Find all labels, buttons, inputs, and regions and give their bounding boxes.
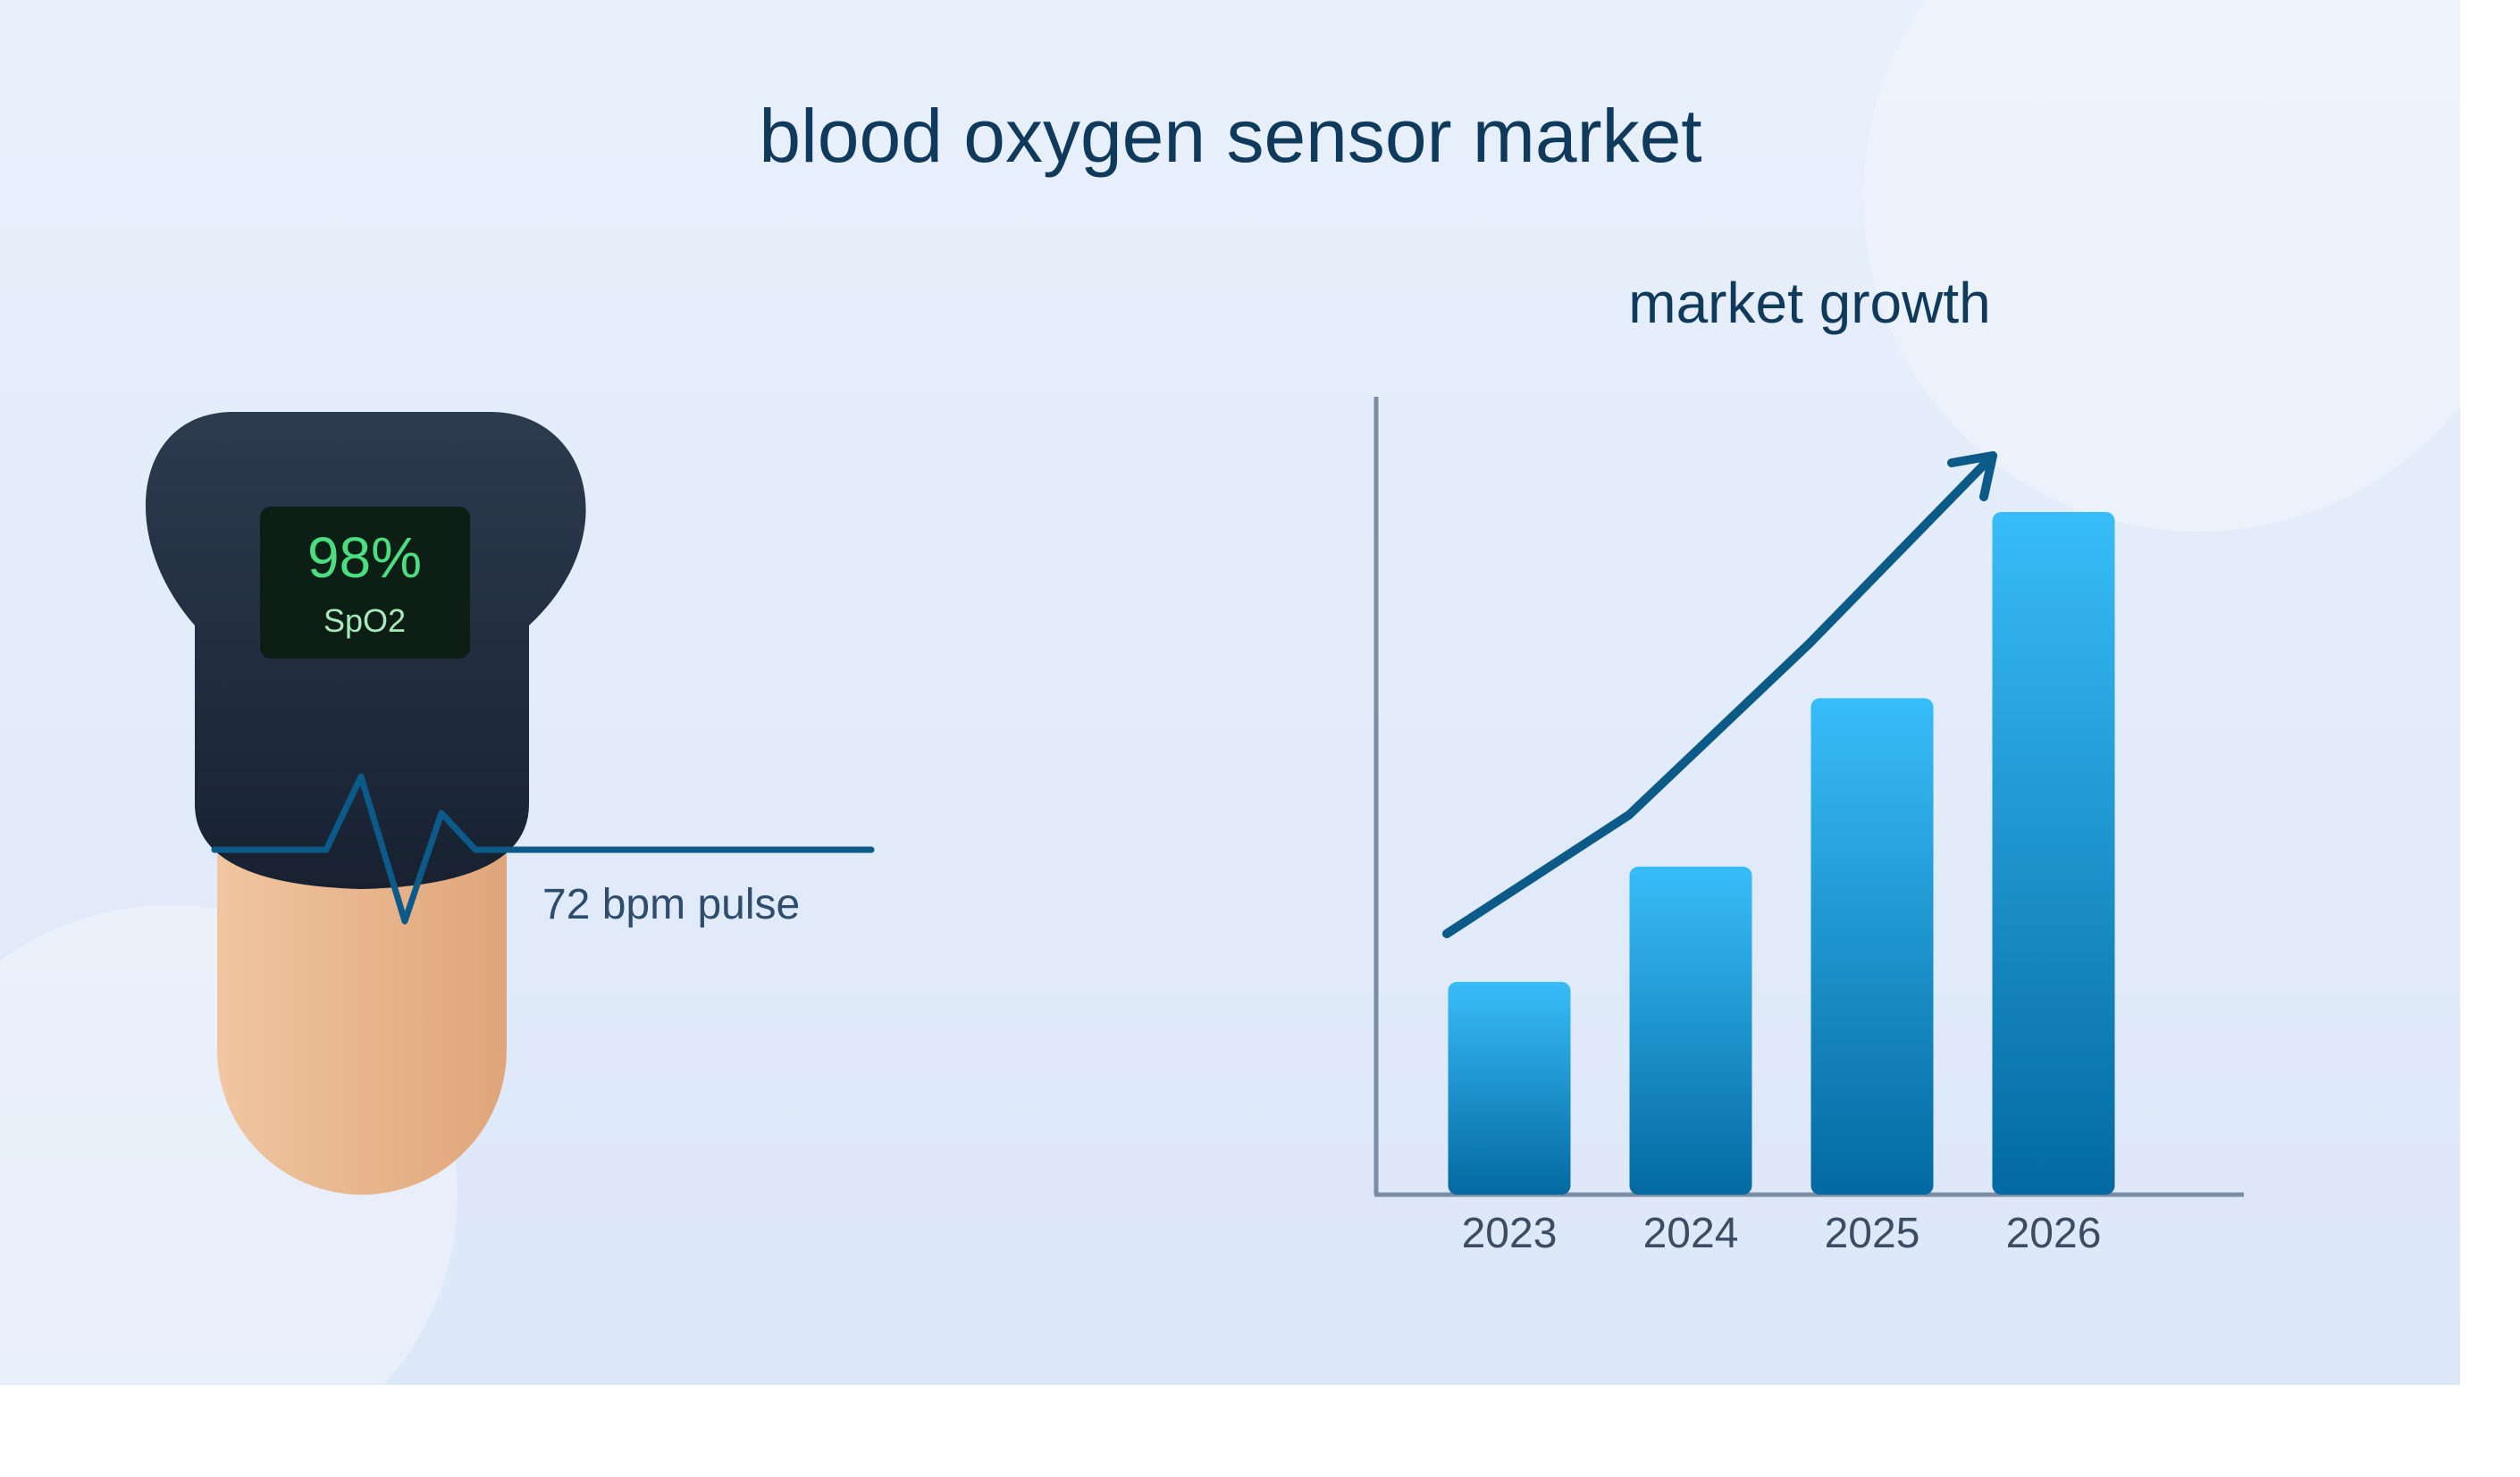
finger-shape [217, 835, 507, 1195]
market-growth-chart: market growth 2023 2024 2025 2026 [1373, 271, 2244, 1257]
pulse-oximeter-illustration: 98% SpO2 72 bpm pulse [145, 412, 875, 1195]
trend-arrow-line [1442, 451, 1997, 938]
bar-2023 [1448, 981, 1571, 1195]
chart-title: market growth [1628, 271, 1990, 335]
x-tick-labels: 2023 2024 2025 2026 [1462, 1210, 2102, 1257]
x-tick-label-2024: 2024 [1643, 1210, 1739, 1257]
trend-arrow-head [1947, 451, 1997, 501]
bar-2024 [1629, 866, 1752, 1195]
oximeter-screen [260, 507, 470, 659]
pulse-label: 72 bpm pulse [542, 881, 800, 928]
x-tick-label-2026: 2026 [2006, 1210, 2102, 1257]
spo2-reading-value: 98% [307, 525, 422, 590]
bar-2026 [1992, 511, 2115, 1195]
page-title: blood oxygen sensor market [759, 94, 1701, 178]
x-tick-label-2023: 2023 [1462, 1210, 1558, 1257]
x-tick-label-2025: 2025 [1825, 1210, 1920, 1257]
trend-arrow [1442, 451, 1997, 938]
spo2-reading-label: SpO2 [323, 602, 406, 639]
bars-layer [1448, 511, 2115, 1195]
decorative-circle-top-right [1863, 0, 2460, 532]
bar-2025 [1810, 698, 1934, 1195]
pulse-waveform-line [211, 773, 875, 925]
